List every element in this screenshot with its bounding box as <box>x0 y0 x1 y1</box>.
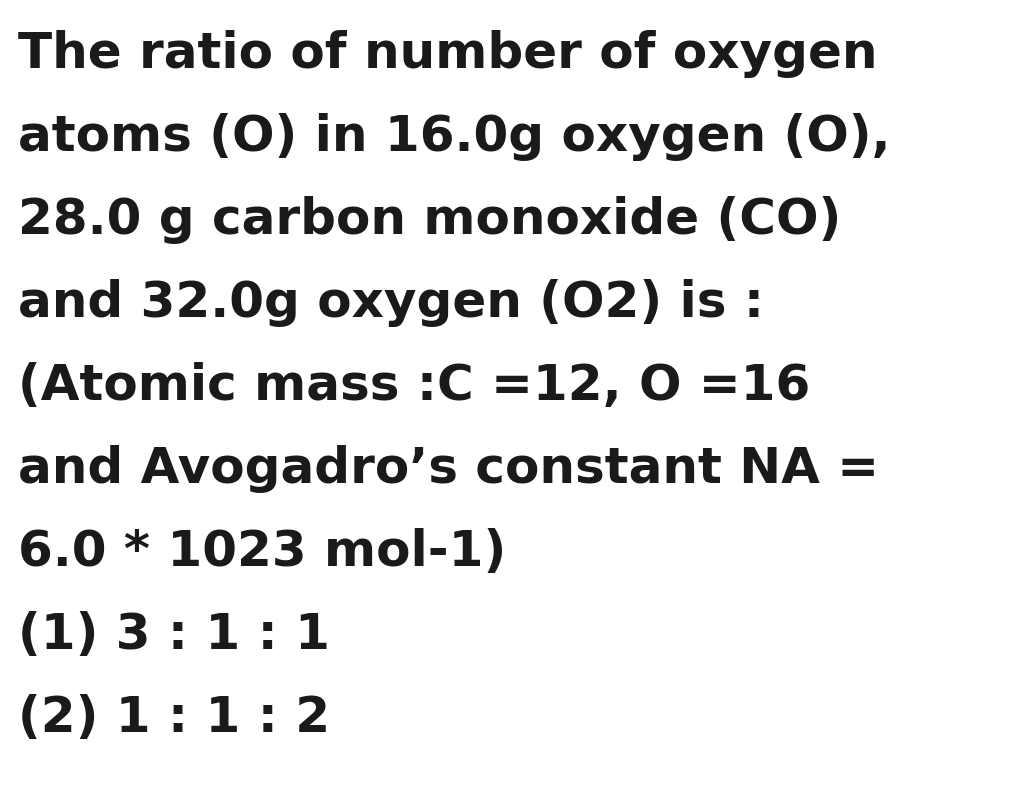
Text: (2) 1 : 1 : 2: (2) 1 : 1 : 2 <box>18 694 330 742</box>
Text: and 32.0g oxygen (O2) is :: and 32.0g oxygen (O2) is : <box>18 279 764 327</box>
Text: The ratio of number of oxygen: The ratio of number of oxygen <box>18 30 878 78</box>
Text: 28.0 g carbon monoxide (CO): 28.0 g carbon monoxide (CO) <box>18 196 842 244</box>
Text: (Atomic mass :C =12, O =16: (Atomic mass :C =12, O =16 <box>18 362 810 410</box>
Text: atoms (O) in 16.0g oxygen (O),: atoms (O) in 16.0g oxygen (O), <box>18 113 891 161</box>
Text: and Avogadro’s constant NA =: and Avogadro’s constant NA = <box>18 445 879 493</box>
Text: 6.0 * 1023 mol-1): 6.0 * 1023 mol-1) <box>18 528 506 576</box>
Text: (1) 3 : 1 : 1: (1) 3 : 1 : 1 <box>18 611 330 659</box>
